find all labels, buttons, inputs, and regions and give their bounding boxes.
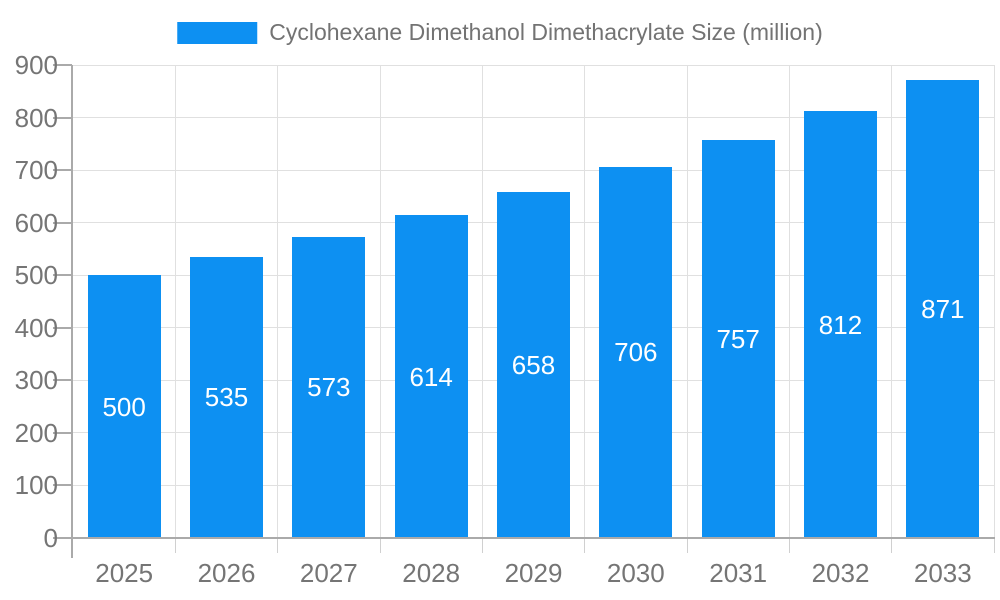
bar-value-label: 871 (921, 294, 965, 325)
x-tick-label: 2030 (606, 558, 665, 588)
x-axis-tick (174, 539, 176, 553)
bar[interactable]: 573 (292, 236, 366, 538)
y-tick-label: 0 (43, 523, 58, 553)
bar[interactable]: 757 (701, 140, 775, 538)
y-axis-tick (53, 116, 72, 119)
x-axis-tick (379, 539, 381, 553)
x-tick-label: 2025 (95, 558, 154, 588)
x-tick-label: 2029 (504, 558, 563, 588)
y-tick-label: 300 (14, 365, 58, 396)
bar[interactable]: 871 (906, 80, 980, 538)
y-axis-tick (53, 537, 72, 539)
x-axis-tick (686, 539, 688, 553)
x-tick-label: 2031 (709, 558, 768, 588)
y-tick-label: 400 (14, 312, 58, 343)
y-tick-label: 200 (14, 417, 58, 448)
legend[interactable]: Cyclohexane Dimethanol Dimethacrylate Si… (177, 19, 823, 46)
gridline-vertical (584, 65, 586, 538)
y-tick-label: 800 (14, 102, 58, 133)
y-axis-line (71, 65, 73, 558)
y-axis-tick (53, 169, 72, 172)
bar[interactable]: 614 (394, 215, 468, 538)
y-tick-label: 600 (14, 207, 58, 238)
bar[interactable]: 812 (804, 111, 877, 538)
x-tick-label: 2032 (811, 558, 870, 588)
gridline-vertical (891, 65, 893, 538)
bar[interactable]: 535 (190, 256, 263, 538)
y-axis-tick (53, 431, 72, 434)
y-tick-label: 100 (14, 470, 58, 501)
gridline-vertical (686, 65, 688, 538)
gridline-vertical (174, 65, 176, 538)
bar-value-label: 535 (204, 382, 249, 413)
bar[interactable]: 706 (599, 166, 673, 538)
gridline-vertical (379, 65, 381, 538)
gridline-horizontal (73, 169, 994, 171)
x-tick-label: 2033 (913, 558, 972, 588)
x-axis-tick (481, 539, 483, 553)
gridline-horizontal (73, 117, 994, 119)
x-tick-label: 2026 (197, 558, 256, 588)
gridline-vertical (481, 65, 483, 538)
bar-value-label: 658 (511, 350, 556, 381)
bar[interactable]: 500 (87, 275, 161, 538)
bar-value-label: 500 (102, 391, 146, 422)
y-axis-tick (53, 379, 72, 382)
x-axis-tick (993, 539, 995, 553)
legend-swatch[interactable] (177, 21, 258, 44)
y-axis-tick (53, 221, 72, 224)
gridline-horizontal (73, 64, 994, 66)
x-tick-label: 2028 (402, 558, 461, 588)
y-tick-label: 700 (14, 155, 58, 186)
legend-label: Cyclohexane Dimethanol Dimethacrylate Si… (269, 19, 823, 45)
y-axis-tick (53, 326, 72, 329)
y-tick-label: 500 (14, 260, 58, 291)
y-axis-tick (53, 64, 72, 66)
x-axis-tick (788, 539, 790, 553)
bar-value-label: 614 (409, 361, 453, 392)
bar-value-label: 573 (307, 372, 351, 403)
x-axis-tick (584, 539, 586, 553)
bar-value-label: 757 (716, 324, 760, 355)
y-tick-label: 900 (14, 50, 58, 80)
bar-value-label: 812 (818, 309, 863, 340)
x-axis-tick (277, 539, 279, 553)
y-axis-tick (53, 484, 72, 487)
gridline-vertical (993, 65, 995, 538)
plot-area: 500 535 573 614 658 706 757 812 871 (73, 64, 995, 538)
x-axis-line (71, 537, 995, 539)
gridline-vertical (277, 65, 279, 538)
bar[interactable]: 658 (497, 192, 570, 538)
y-axis-tick (53, 274, 72, 277)
gridline-vertical (788, 65, 790, 538)
x-axis-tick (891, 539, 893, 553)
x-tick-label: 2027 (299, 558, 358, 588)
bar-value-label: 706 (614, 337, 658, 368)
